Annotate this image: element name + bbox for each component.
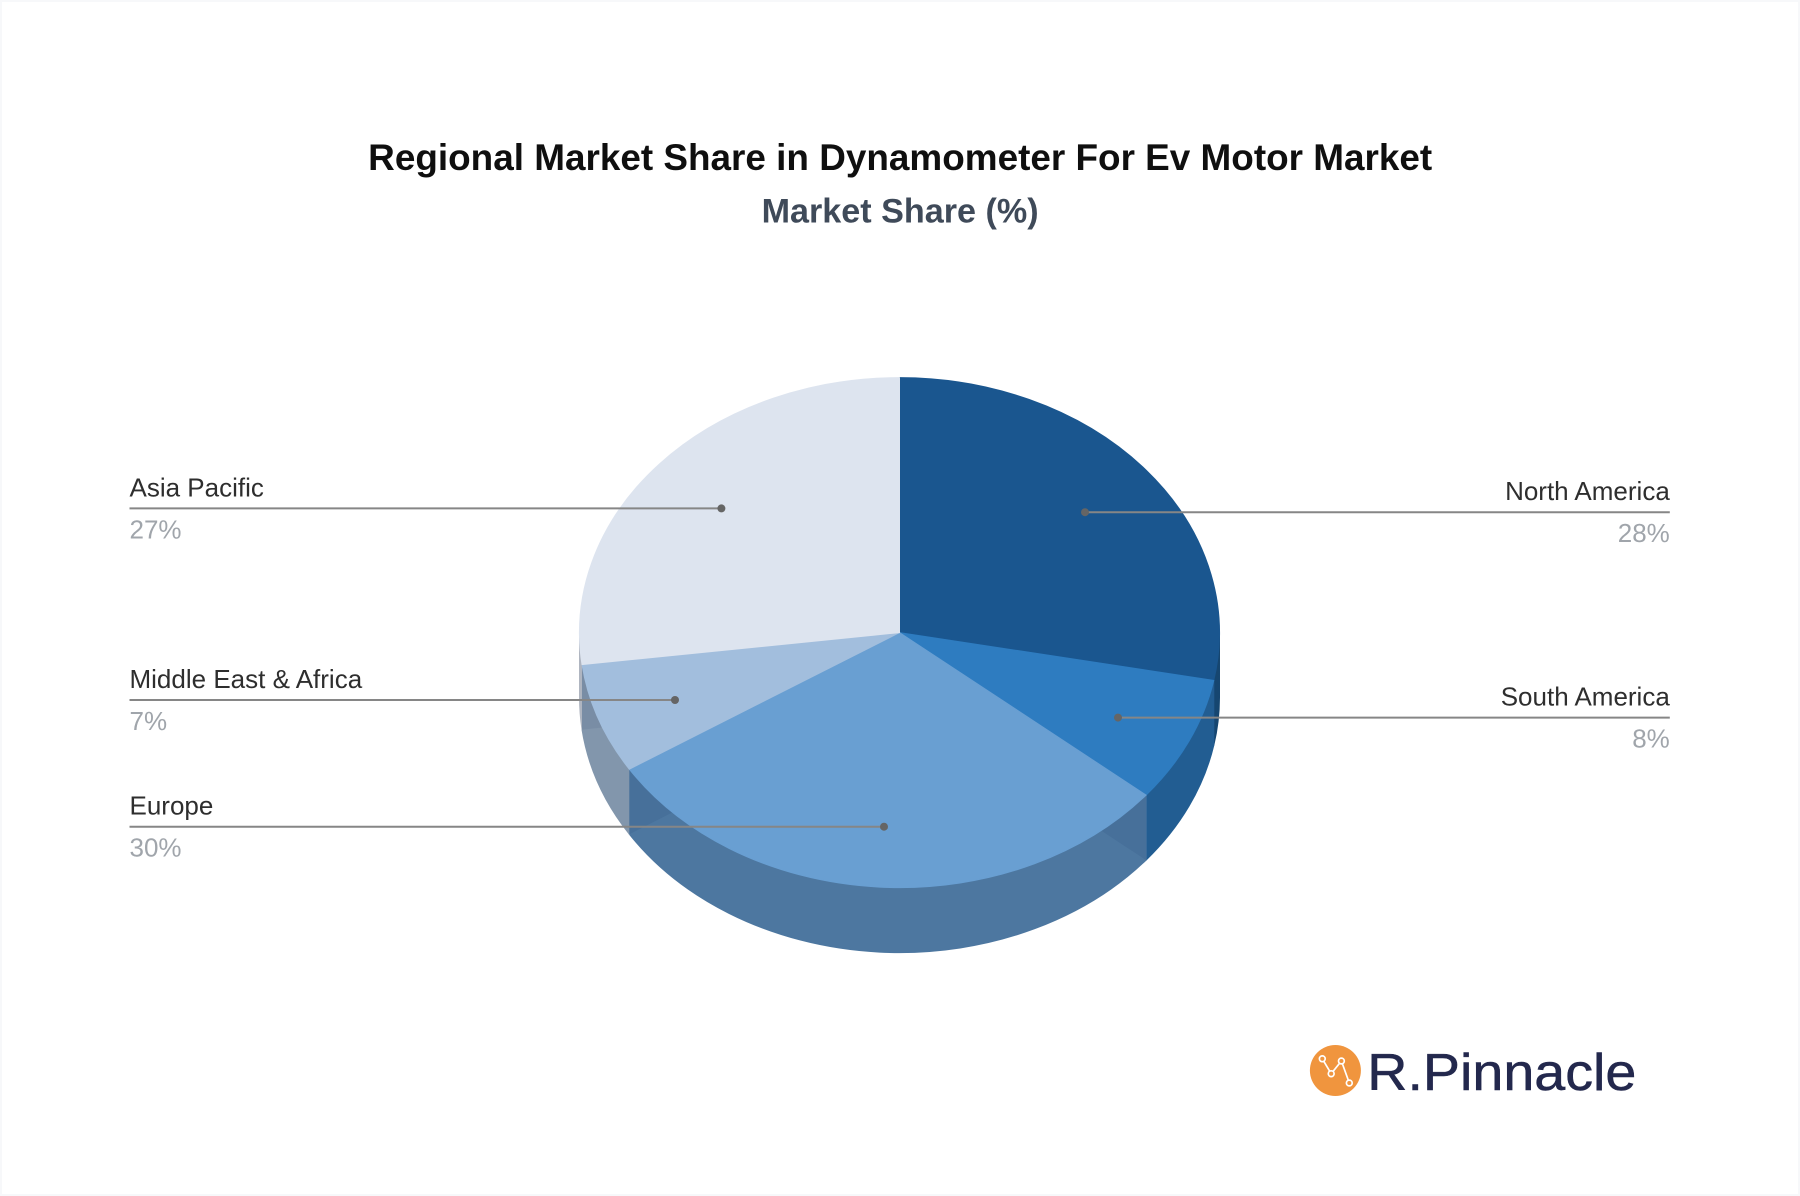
svg-text:28%: 28% bbox=[1618, 518, 1670, 548]
svg-text:R.Pinnacle: R.Pinnacle bbox=[1367, 1044, 1636, 1102]
svg-text:Asia Pacific: Asia Pacific bbox=[130, 472, 264, 502]
svg-text:South America: South America bbox=[1501, 682, 1671, 712]
svg-text:Regional Market Share in Dynam: Regional Market Share in Dynamometer For… bbox=[368, 137, 1432, 178]
svg-text:30%: 30% bbox=[130, 833, 182, 863]
svg-text:Middle East & Africa: Middle East & Africa bbox=[130, 664, 363, 694]
svg-text:27%: 27% bbox=[130, 514, 182, 544]
svg-text:North America: North America bbox=[1505, 476, 1670, 506]
svg-text:7%: 7% bbox=[130, 706, 168, 736]
svg-text:Europe: Europe bbox=[130, 791, 214, 821]
svg-text:8%: 8% bbox=[1632, 724, 1670, 754]
svg-text:Market Share (%): Market Share (%) bbox=[762, 193, 1039, 231]
